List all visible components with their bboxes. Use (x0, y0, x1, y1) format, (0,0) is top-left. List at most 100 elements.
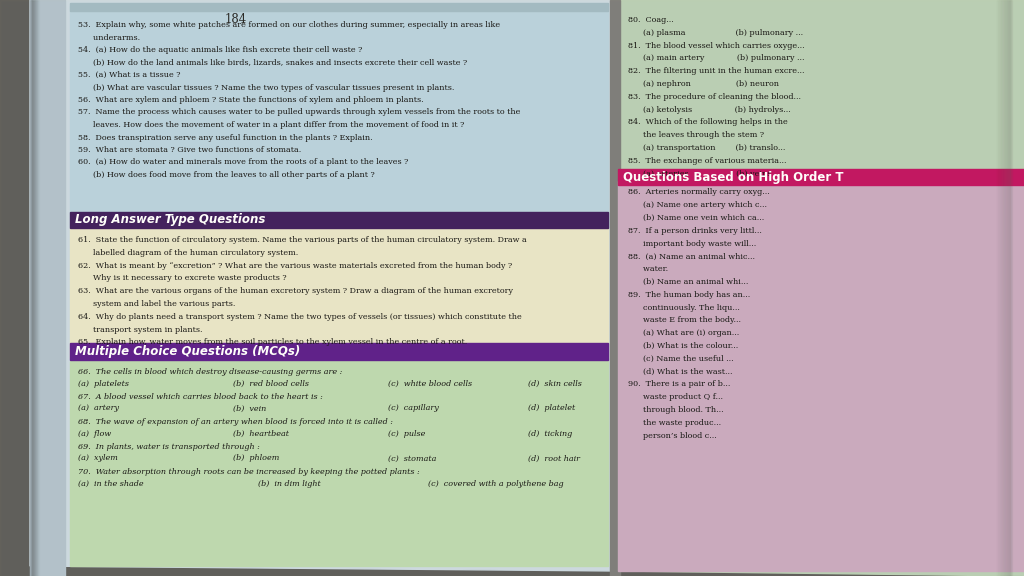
Text: (b)  vein: (b) vein (233, 404, 266, 412)
Bar (36, 0, 38, 576)
Text: 84.  Which of the following helps in the: 84. Which of the following helps in the (628, 119, 787, 126)
Text: 89.  The human body has an...: 89. The human body has an... (628, 291, 751, 299)
Text: 70.  Water absorption through roots can be increased by keeping the potted plant: 70. Water absorption through roots can b… (78, 468, 420, 476)
Polygon shape (30, 0, 615, 571)
Text: (a) arteries                   (b) veins: (a) arteries (b) veins (628, 169, 771, 177)
Text: 81.  The blood vessel which carries oxyge...: 81. The blood vessel which carries oxyge… (628, 41, 805, 50)
Text: 87.  If a person drinks very littl...: 87. If a person drinks very littl... (628, 227, 762, 235)
Bar (998, 0, 1000, 576)
Text: (b) What is the colour...: (b) What is the colour... (628, 342, 738, 350)
Text: (c)  capillary: (c) capillary (388, 404, 438, 412)
Text: (a)  xylem: (a) xylem (78, 454, 118, 463)
Text: (a) Name one artery which c...: (a) Name one artery which c... (628, 201, 767, 209)
Bar (31, 0, 33, 576)
Text: (d) What is the wast...: (d) What is the wast... (628, 367, 732, 376)
Bar (1002, 0, 1005, 576)
Bar (618, 169, 1024, 185)
Text: (d)  ticking: (d) ticking (528, 430, 572, 438)
Text: (a) main artery             (b) pulmonary ...: (a) main artery (b) pulmonary ... (628, 54, 805, 62)
Bar (1009, 0, 1011, 576)
Text: (a)  in the shade: (a) in the shade (78, 479, 143, 487)
Text: (b) How does food move from the leaves to all other parts of a plant ?: (b) How does food move from the leaves t… (78, 171, 375, 179)
Text: through blood. Th...: through blood. Th... (628, 406, 724, 414)
Bar (618, 181, 1024, 571)
Text: (b)  phloem: (b) phloem (233, 454, 280, 463)
Text: continuously. The liqu...: continuously. The liqu... (628, 304, 740, 312)
Text: (b) How do the land animals like birds, lizards, snakes and insects excrete thei: (b) How do the land animals like birds, … (78, 59, 467, 66)
Text: the leaves through the stem ?: the leaves through the stem ? (628, 131, 764, 139)
Polygon shape (618, 0, 1024, 576)
Bar (996, 0, 998, 576)
Text: 55.  (a) What is a tissue ?: 55. (a) What is a tissue ? (78, 71, 180, 79)
Text: (c)  covered with a polythene bag: (c) covered with a polythene bag (428, 479, 563, 487)
Text: 68.  The wave of expansion of an artery when blood is forced into it is called :: 68. The wave of expansion of an artery w… (78, 418, 393, 426)
Text: (b)  red blood cells: (b) red blood cells (233, 380, 309, 388)
Text: (a)  flow: (a) flow (78, 430, 112, 438)
Bar (1010, 0, 1012, 576)
Bar (1001, 0, 1002, 576)
Text: person’s blood c...: person’s blood c... (628, 431, 717, 439)
Text: (c)  white blood cells: (c) white blood cells (388, 380, 472, 388)
Bar (33, 0, 35, 576)
Bar (1008, 0, 1010, 576)
Bar (1002, 0, 1004, 576)
Bar (1005, 0, 1007, 576)
Text: (b)  heartbeat: (b) heartbeat (233, 430, 289, 438)
Bar (70, 361, 608, 566)
Bar (30, 0, 65, 576)
Text: 62.  What is meant by “excretion” ? What are the various waste materials excrete: 62. What is meant by “excretion” ? What … (78, 262, 512, 270)
Bar (70, 343, 608, 360)
Bar (1000, 0, 1002, 576)
Bar (70, 228, 608, 358)
Text: 184: 184 (225, 13, 247, 26)
Text: 67.  A blood vessel which carries blood back to the heart is :: 67. A blood vessel which carries blood b… (78, 393, 323, 401)
Bar (32, 0, 34, 576)
Text: the waste produc...: the waste produc... (628, 419, 721, 427)
Text: important body waste will...: important body waste will... (628, 240, 757, 248)
Text: 58.  Does transpiration serve any useful function in the plants ? Explain.: 58. Does transpiration serve any useful … (78, 134, 373, 142)
Text: waste E from the body...: waste E from the body... (628, 316, 741, 324)
Text: (a) What are (i) organ...: (a) What are (i) organ... (628, 329, 739, 337)
Text: underarms.: underarms. (78, 33, 140, 41)
Text: 65.  Explain how, water moves from the soil particles to the xylem vessel in the: 65. Explain how, water moves from the so… (78, 339, 467, 346)
Text: 53.  Explain why, some white patches are formed on our clothes during summer, es: 53. Explain why, some white patches are … (78, 21, 500, 29)
Text: 54.  (a) How do the aquatic animals like fish excrete their cell waste ?: 54. (a) How do the aquatic animals like … (78, 46, 362, 54)
Bar (997, 0, 999, 576)
Text: (d)  root hair: (d) root hair (528, 454, 580, 463)
Text: 56.  What are xylem and phloem ? State the functions of xylem and phloem in plan: 56. What are xylem and phloem ? State th… (78, 96, 424, 104)
Text: (d)  skin cells: (d) skin cells (528, 380, 582, 388)
Text: 83.  The procedure of cleaning the blood...: 83. The procedure of cleaning the blood.… (628, 93, 801, 101)
Text: 60.  (a) How do water and minerals move from the roots of a plant to the leaves : 60. (a) How do water and minerals move f… (78, 158, 409, 166)
Text: 90.  There is a pair of b...: 90. There is a pair of b... (628, 380, 730, 388)
Bar (70, 3, 608, 11)
Text: (a) plasma                    (b) pulmonary ...: (a) plasma (b) pulmonary ... (628, 29, 803, 37)
Text: (d)  platelet: (d) platelet (528, 404, 575, 412)
Text: 69.  In plants, water is transported through :: 69. In plants, water is transported thro… (78, 443, 260, 451)
Text: 59.  What are stomata ? Give two functions of stomata.: 59. What are stomata ? Give two function… (78, 146, 301, 154)
Text: 85.  The exchange of various materia...: 85. The exchange of various materia... (628, 157, 786, 165)
Text: labelled diagram of the human circulatory system.: labelled diagram of the human circulator… (78, 249, 298, 257)
Text: 61.  State the function of circulatory system. Name the various parts of the hum: 61. State the function of circulatory sy… (78, 236, 526, 244)
Bar (1004, 0, 1006, 576)
Text: (b) Name an animal whi...: (b) Name an animal whi... (628, 278, 749, 286)
Bar (999, 0, 1001, 576)
Bar (30, 0, 32, 576)
Bar (35, 0, 37, 576)
Text: 66.  The cells in blood which destroy disease-causing germs are :: 66. The cells in blood which destroy dis… (78, 368, 342, 376)
Text: (c)  pulse: (c) pulse (388, 430, 425, 438)
Text: 80.  Coag...: 80. Coag... (628, 16, 674, 24)
Text: leaves. How does the movement of water in a plant differ from the movement of fo: leaves. How does the movement of water i… (78, 121, 464, 129)
Text: (b) Name one vein which ca...: (b) Name one vein which ca... (628, 214, 764, 222)
Text: 82.  The filtering unit in the human excre...: 82. The filtering unit in the human excr… (628, 67, 805, 75)
Text: Multiple Choice Questions (MCQs): Multiple Choice Questions (MCQs) (75, 345, 300, 358)
Text: system and label the various parts.: system and label the various parts. (78, 300, 236, 308)
Text: waste product Q f...: waste product Q f... (628, 393, 723, 401)
Text: 64.  Why do plants need a transport system ? Name the two types of vessels (or t: 64. Why do plants need a transport syste… (78, 313, 522, 321)
Text: (a) ketolysis                 (b) hydrolys...: (a) ketolysis (b) hydrolys... (628, 105, 791, 113)
Text: 63.  What are the various organs of the human excretory system ? Draw a diagram : 63. What are the various organs of the h… (78, 287, 513, 295)
Text: (a) transportation        (b) translo...: (a) transportation (b) translo... (628, 144, 785, 152)
Bar (34, 0, 36, 576)
Text: (c)  stomata: (c) stomata (388, 454, 436, 463)
Text: 57.  Name the process which causes water to be pulled upwards through xylem vess: 57. Name the process which causes water … (78, 108, 520, 116)
Text: Questions Based on High Order T: Questions Based on High Order T (623, 171, 844, 184)
